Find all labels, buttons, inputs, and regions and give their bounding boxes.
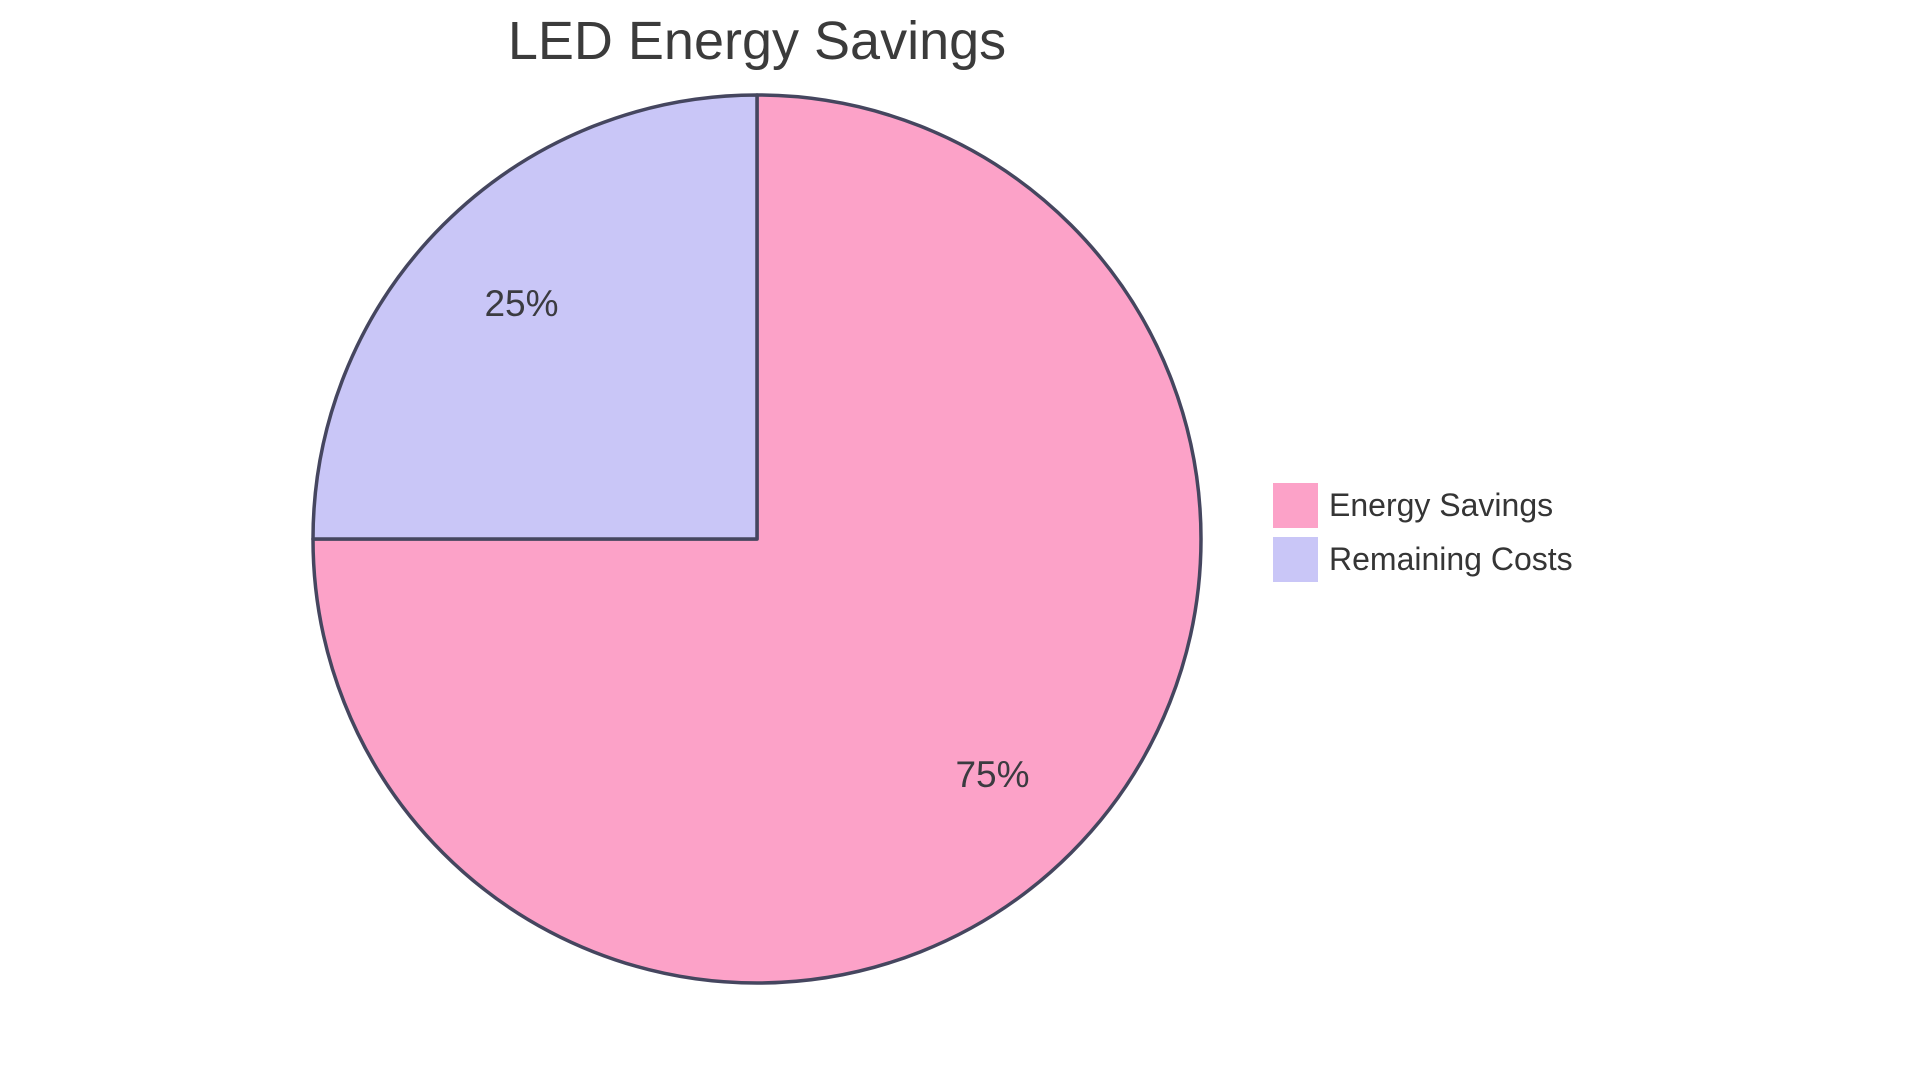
legend-item-remaining-costs: Remaining Costs: [1273, 537, 1573, 582]
chart-title: LED Energy Savings: [507, 11, 1007, 71]
legend-swatch-energy-savings: [1273, 483, 1318, 528]
pie-slice-label-1: 25%: [484, 283, 558, 324]
legend-item-energy-savings: Energy Savings: [1273, 483, 1573, 528]
pie-slice-1: [311, 93, 759, 541]
legend-label: Remaining Costs: [1329, 541, 1573, 577]
legend: Energy Savings Remaining Costs: [1273, 483, 1573, 591]
legend-label: Energy Savings: [1329, 487, 1554, 523]
legend-swatch-remaining-costs: [1273, 537, 1318, 582]
pie-slice-label-0: 75%: [955, 754, 1029, 795]
